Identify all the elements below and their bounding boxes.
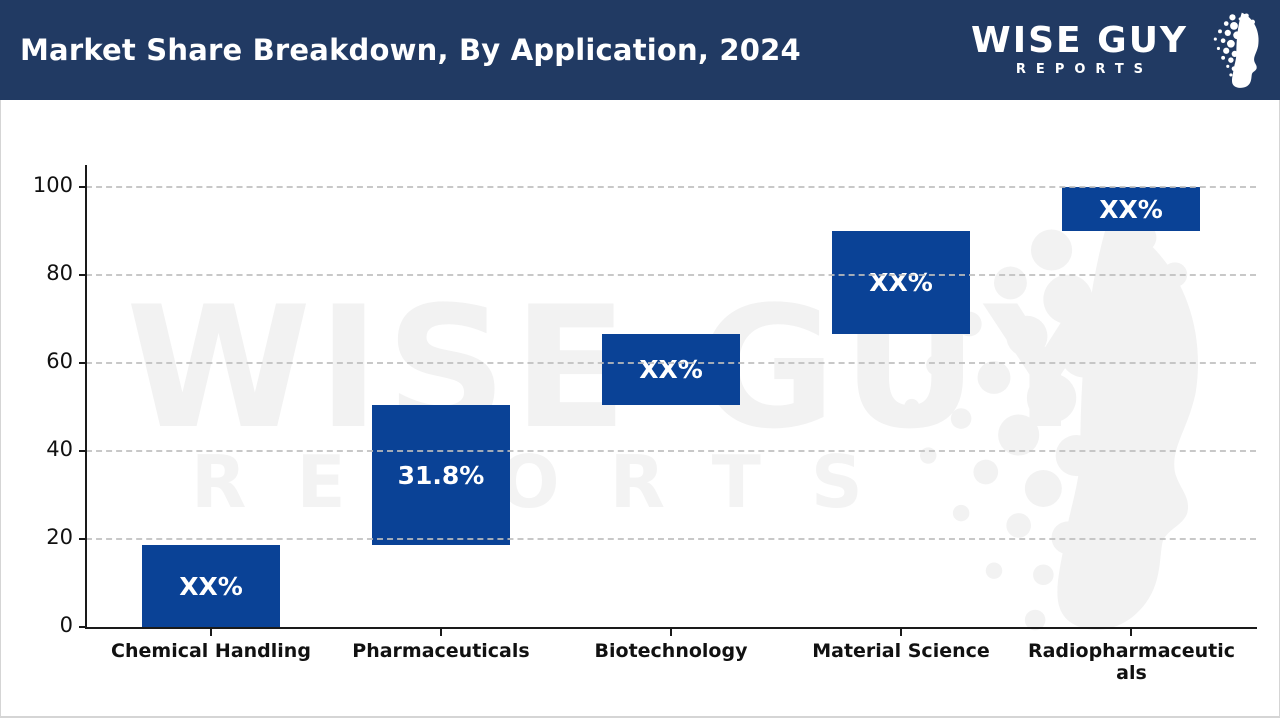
wise-guy-head-icon	[1213, 12, 1259, 88]
page-title: Market Share Breakdown, By Application, …	[20, 33, 801, 67]
y-axis-tick	[79, 626, 86, 628]
y-axis-tick	[79, 274, 86, 276]
bar-value-label: XX%	[179, 571, 243, 601]
x-tick-label-biotechnology: Biotechnology	[594, 640, 748, 662]
header: Market Share Breakdown, By Application, …	[0, 0, 1280, 100]
bar-pharmaceuticals: 31.8%	[372, 405, 510, 546]
y-axis-tick	[79, 538, 86, 540]
bar-radiopharmaceuticals: XX%	[1062, 187, 1200, 231]
y-tick-label: 100	[32, 173, 73, 197]
logo-text: WISE GUY REPORTS	[970, 20, 1188, 78]
x-axis-tick	[900, 627, 902, 636]
x-axis-tick	[440, 627, 442, 636]
x-tick-label-pharmaceuticals: Pharmaceuticals	[352, 640, 530, 662]
watermark-face-icon	[904, 217, 1198, 631]
y-axis-tick	[79, 362, 86, 364]
bar-material-science: XX%	[832, 231, 970, 335]
wise-guy-logo: WISE GUY REPORTS	[971, 10, 1262, 90]
y-axis-line	[85, 165, 87, 629]
x-axis-tick	[210, 627, 212, 636]
bar-value-label: XX%	[869, 268, 933, 298]
bar-chemical-handling: XX%	[142, 545, 280, 627]
x-axis-tick	[1130, 627, 1132, 636]
y-tick-label: 80	[46, 261, 73, 285]
y-tick-label: 60	[46, 349, 73, 373]
watermark-text-bottom: REPORTS	[191, 440, 913, 524]
y-axis-tick	[79, 450, 86, 452]
y-tick-label: 40	[46, 437, 73, 461]
x-axis-tick	[670, 627, 672, 636]
y-tick-label: 20	[46, 525, 73, 549]
bar-value-label: 31.8%	[397, 460, 485, 490]
chart-area: WISE GUY REPORTS 0 20 40 60 80 100 XX% Chemical…	[0, 100, 1280, 718]
x-tick-label-radiopharmaceuticals: Radiopharmaceuticals	[1027, 640, 1236, 684]
logo-brand-bottom: REPORTS	[1015, 62, 1154, 77]
y-tick-label: 0	[59, 613, 73, 637]
x-tick-label-material-science: Material Science	[812, 640, 990, 662]
bar-value-label: XX%	[639, 355, 703, 385]
bar-biotechnology: XX%	[602, 334, 740, 406]
y-axis-tick	[79, 186, 86, 188]
x-tick-label-chemical-handling: Chemical Handling	[111, 640, 311, 662]
bar-value-label: XX%	[1099, 194, 1163, 224]
logo-brand-top: WISE GUY	[970, 20, 1188, 61]
